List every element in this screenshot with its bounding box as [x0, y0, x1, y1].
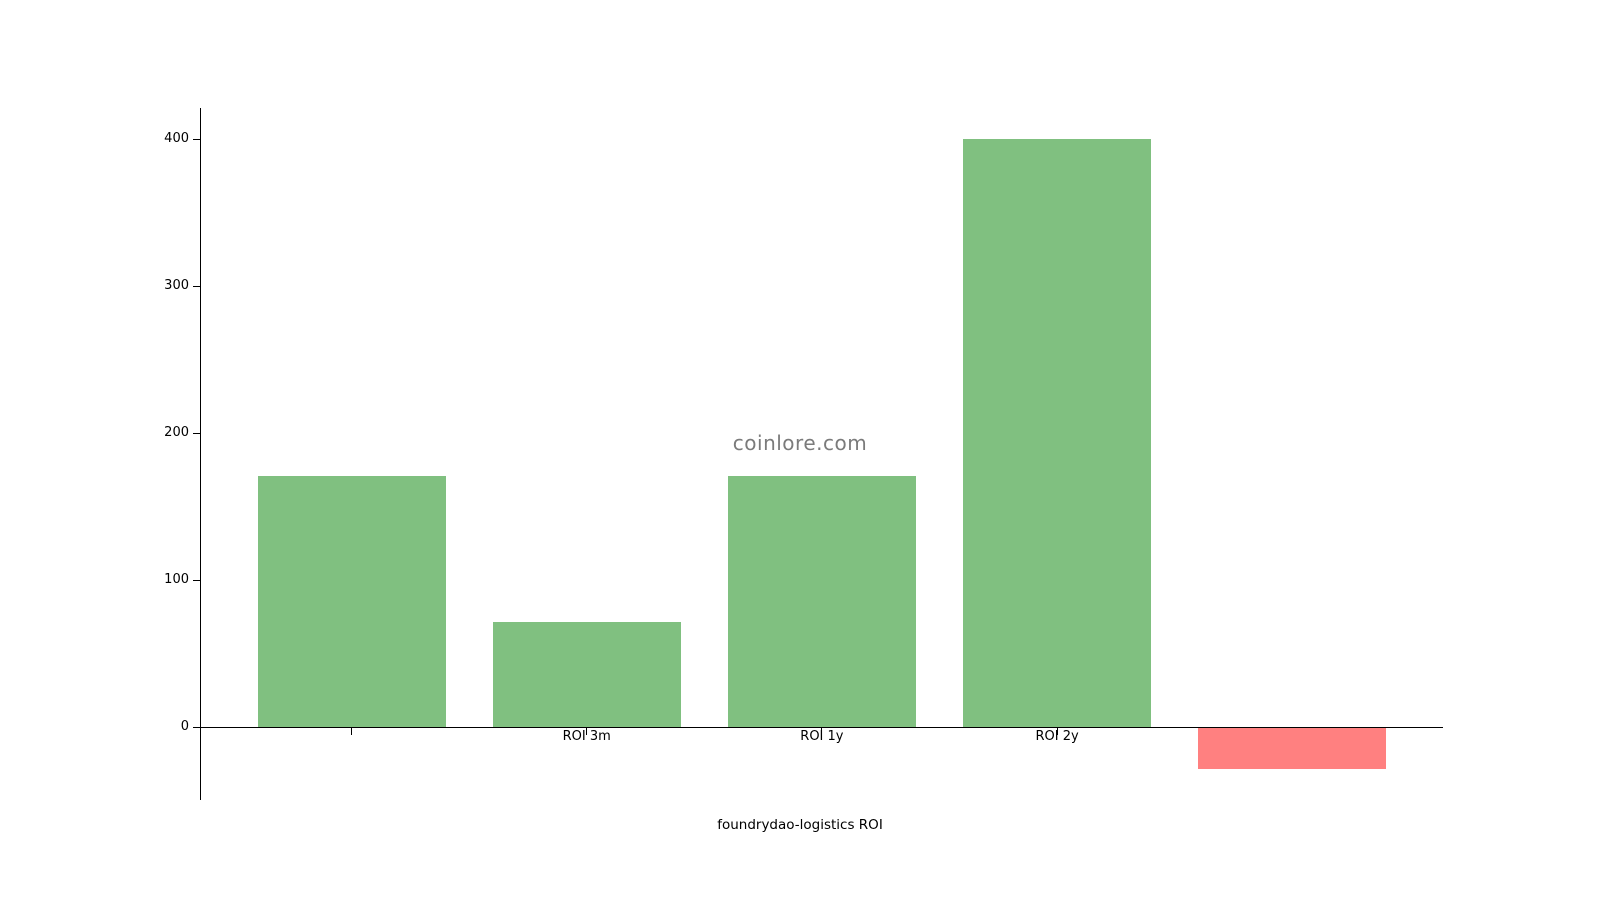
chart-title: foundrydao-logistics ROI [717, 817, 883, 833]
x-tick-label: ROI 3m [562, 729, 611, 745]
y-tick-mark [193, 579, 200, 581]
bar-roi-3m [492, 621, 681, 728]
y-axis-spine [200, 108, 201, 800]
bar-category-0 [257, 476, 446, 728]
y-tick-mark [193, 285, 200, 287]
x-tick-mark [586, 727, 588, 736]
y-tick-mark [193, 726, 200, 728]
y-tick-label: 0 [180, 719, 189, 735]
y-tick-mark [193, 138, 200, 140]
y-tick-label: 300 [164, 278, 189, 294]
x-axis-line [201, 726, 1443, 728]
x-tick-mark [821, 727, 823, 736]
watermark: coinlore.com [732, 431, 868, 455]
y-tick-mark [193, 432, 200, 434]
x-tick-mark [1056, 727, 1058, 736]
bar-roi-1y [727, 476, 916, 728]
x-tick-mark [351, 727, 352, 736]
y-tick-label: 200 [164, 425, 189, 441]
x-tick-label: ROI 1y [800, 729, 844, 745]
bar-category-4 [1198, 727, 1387, 769]
x-tick-label: ROI 2y [1035, 729, 1079, 745]
y-tick-label: 100 [164, 572, 189, 588]
bar-roi-2y [963, 139, 1152, 728]
y-tick-label: 400 [164, 131, 189, 147]
